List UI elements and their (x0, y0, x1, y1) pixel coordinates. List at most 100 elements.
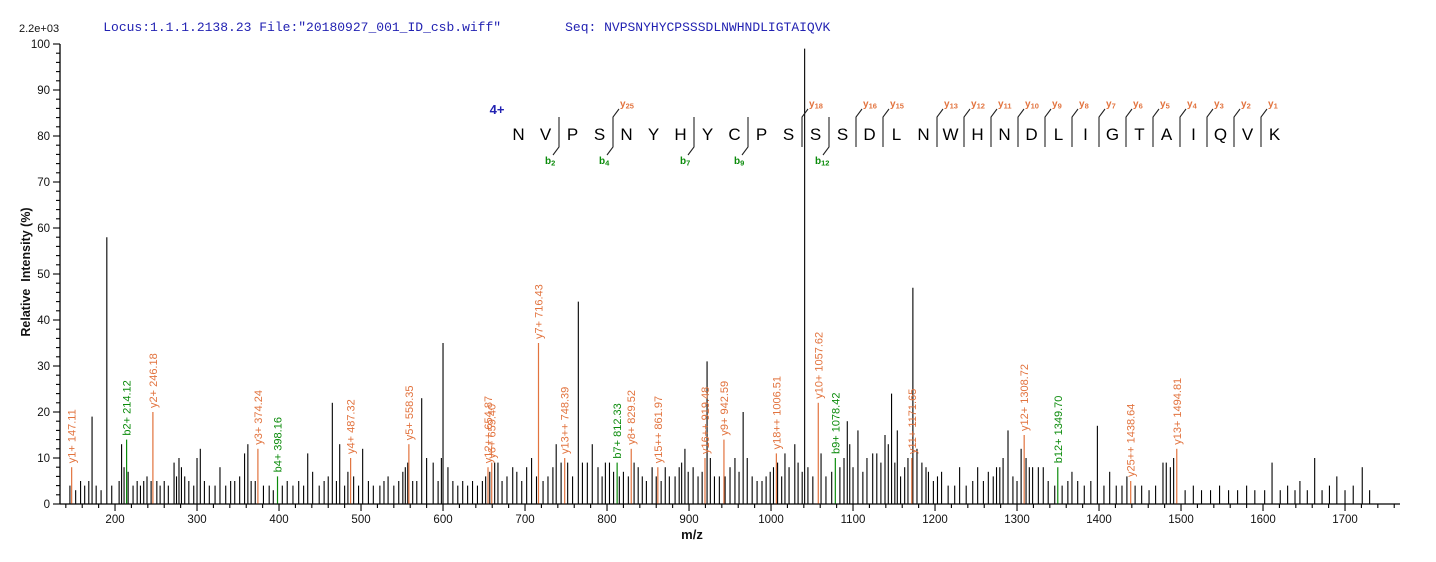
residue-letter: N (917, 125, 929, 144)
residue-letter: H (674, 125, 686, 144)
cleavage-mark (741, 117, 749, 156)
peak-label: y10+ 1057.62 (813, 332, 825, 399)
residue-letter: P (756, 125, 767, 144)
y-ion-label: y2 (1241, 99, 1251, 111)
peak-label: y5+ 558.35 (404, 385, 416, 440)
residue-letter: S (837, 125, 848, 144)
cleavage-mark (1260, 108, 1268, 147)
cleavage-mark (1017, 108, 1025, 147)
peak-label: y1+ 147.11 (67, 409, 79, 463)
x-axis-title: m/z (681, 527, 703, 542)
residue-letter: Y (648, 125, 659, 144)
y-ion-label: y6 (1133, 99, 1143, 111)
residue-letter: A (1161, 125, 1173, 144)
peak-label: b4+ 398.16 (273, 417, 285, 472)
y-ion-label: y13 (944, 99, 958, 111)
b-ion-label: b4 (599, 156, 610, 168)
cleavage-mark (822, 117, 830, 156)
residue-letter: G (1106, 125, 1119, 144)
cleavage-mark (552, 117, 560, 156)
x-tick-label: 500 (351, 514, 370, 526)
peak-label: y16++ 919.48 (700, 387, 712, 454)
residue-letter: V (1242, 125, 1254, 144)
x-tick-label: 1700 (1332, 514, 1358, 526)
peak-label: y13+ 1494.81 (1172, 378, 1184, 445)
residue-letter: S (783, 125, 794, 144)
residue-letter: L (1054, 125, 1063, 144)
y-ion-label: y10 (1025, 99, 1039, 111)
y-ion-label: y7 (1106, 99, 1116, 111)
peak-label: y3+ 374.24 (253, 390, 265, 445)
x-tick-label: 300 (187, 514, 206, 526)
x-tick-label: 900 (679, 514, 698, 526)
y-ion-label: y8 (1079, 99, 1089, 111)
residue-letter: N (998, 125, 1010, 144)
peak-label: y11+ 1171.65 (907, 389, 919, 454)
cleavage-mark (606, 108, 620, 156)
cleavage-mark (1206, 108, 1214, 147)
y-tick-label: 40 (37, 315, 50, 327)
y-ion-label: y1 (1268, 99, 1278, 111)
peak-label: y4+ 487.32 (346, 399, 358, 454)
x-tick-label: 1500 (1168, 514, 1194, 526)
y-ion-label: y3 (1214, 99, 1224, 111)
residue-letter: D (863, 125, 875, 144)
cleavage-mark (801, 108, 809, 147)
residue-letter: K (1269, 125, 1281, 144)
y-ion-label: y15 (890, 99, 904, 111)
y-tick-label: 0 (44, 499, 50, 511)
cleavage-mark (855, 108, 863, 147)
cleavage-mark (1125, 108, 1133, 147)
residue-letter: N (512, 125, 524, 144)
residue-letter: V (540, 125, 552, 144)
peak-label: y25++ 1438.64 (1126, 404, 1138, 477)
residue-letter: L (892, 125, 901, 144)
y-ion-label: y12 (971, 99, 985, 111)
cleavage-mark (1098, 108, 1106, 147)
x-tick-label: 1000 (758, 514, 784, 526)
y-tick-label: 10 (37, 453, 50, 465)
x-tick-label: 800 (597, 514, 616, 526)
cleavage-mark (1233, 108, 1241, 147)
x-tick-label: 400 (269, 514, 288, 526)
x-tick-label: 1400 (1086, 514, 1112, 526)
residue-letter: D (1025, 125, 1037, 144)
cleavage-mark (1152, 108, 1160, 147)
sequence-text: Seq: NVPSNYHYCPSSSDLNWHNDLIGTAIQVK (565, 20, 831, 35)
y-ion-label: y4 (1187, 99, 1198, 111)
peak-label: y2+ 246.18 (148, 353, 160, 408)
peak-label: y13++ 748.39 (560, 387, 572, 454)
header: Locus:1.1.1.2138.23 File:"20180927_001_I… (72, 5, 830, 50)
peak-label: b2+ 214.12 (122, 380, 134, 435)
y-tick-label: 30 (37, 361, 50, 373)
residue-letter: S (810, 125, 821, 144)
residue-letter: C (728, 125, 740, 144)
x-tick-label: 1600 (1250, 514, 1276, 526)
residue-letter: I (1191, 125, 1196, 144)
residue-letter: W (942, 125, 958, 144)
x-tick-label: 700 (515, 514, 534, 526)
x-tick-label: 600 (433, 514, 452, 526)
peak-label: y12+ 1308.72 (1019, 364, 1031, 431)
y-ion-label: y16 (863, 99, 877, 111)
peak-label: y15++ 861.97 (653, 396, 665, 463)
cleavage-mark (1071, 108, 1079, 147)
y-tick-label: 70 (37, 177, 50, 189)
x-tick-label: 1300 (1004, 514, 1030, 526)
residue-letter: P (567, 125, 578, 144)
cleavage-mark (963, 108, 971, 147)
y-ion-label: y5 (1160, 99, 1170, 111)
plot-root: 200 300 400 500 600 700 800 900 1000 1100 1200 1300… (31, 39, 1400, 526)
residue-letter: N (620, 125, 632, 144)
precursor-charge-label: 4+ (489, 102, 505, 117)
cleavage-mark (936, 108, 944, 147)
residue-letter: T (1134, 125, 1144, 144)
b-ion-label: b12 (815, 156, 829, 168)
residue-letter: I (1083, 125, 1088, 144)
peak-label: y8+ 829.52 (626, 390, 638, 445)
cleavage-mark (1044, 108, 1052, 147)
peak-label: y12++ 654.87 (483, 396, 495, 463)
y-tick-label: 60 (37, 223, 50, 235)
